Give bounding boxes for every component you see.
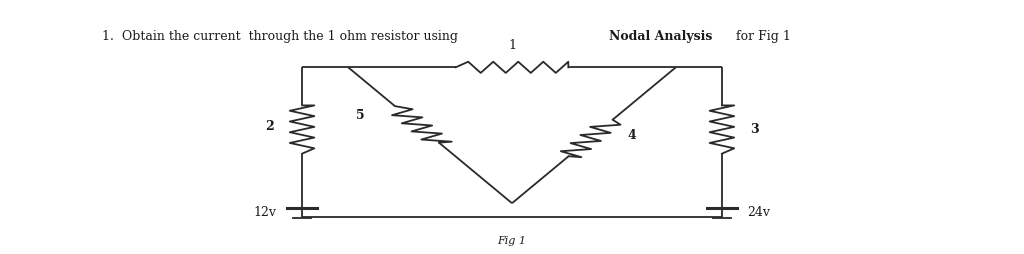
Text: 1: 1 — [508, 39, 516, 52]
Text: for Fig 1: for Fig 1 — [732, 30, 791, 43]
Text: 1.  Obtain the current  through the 1 ohm resistor using: 1. Obtain the current through the 1 ohm … — [102, 30, 463, 43]
Text: 3: 3 — [751, 123, 759, 136]
Text: 2: 2 — [264, 120, 273, 134]
Text: 24v: 24v — [748, 206, 770, 219]
Text: 12v: 12v — [254, 206, 276, 219]
Text: 5: 5 — [356, 109, 365, 122]
Text: 4: 4 — [628, 129, 636, 142]
Text: Nodal Analysis: Nodal Analysis — [609, 30, 713, 43]
Text: Fig 1: Fig 1 — [498, 236, 526, 246]
